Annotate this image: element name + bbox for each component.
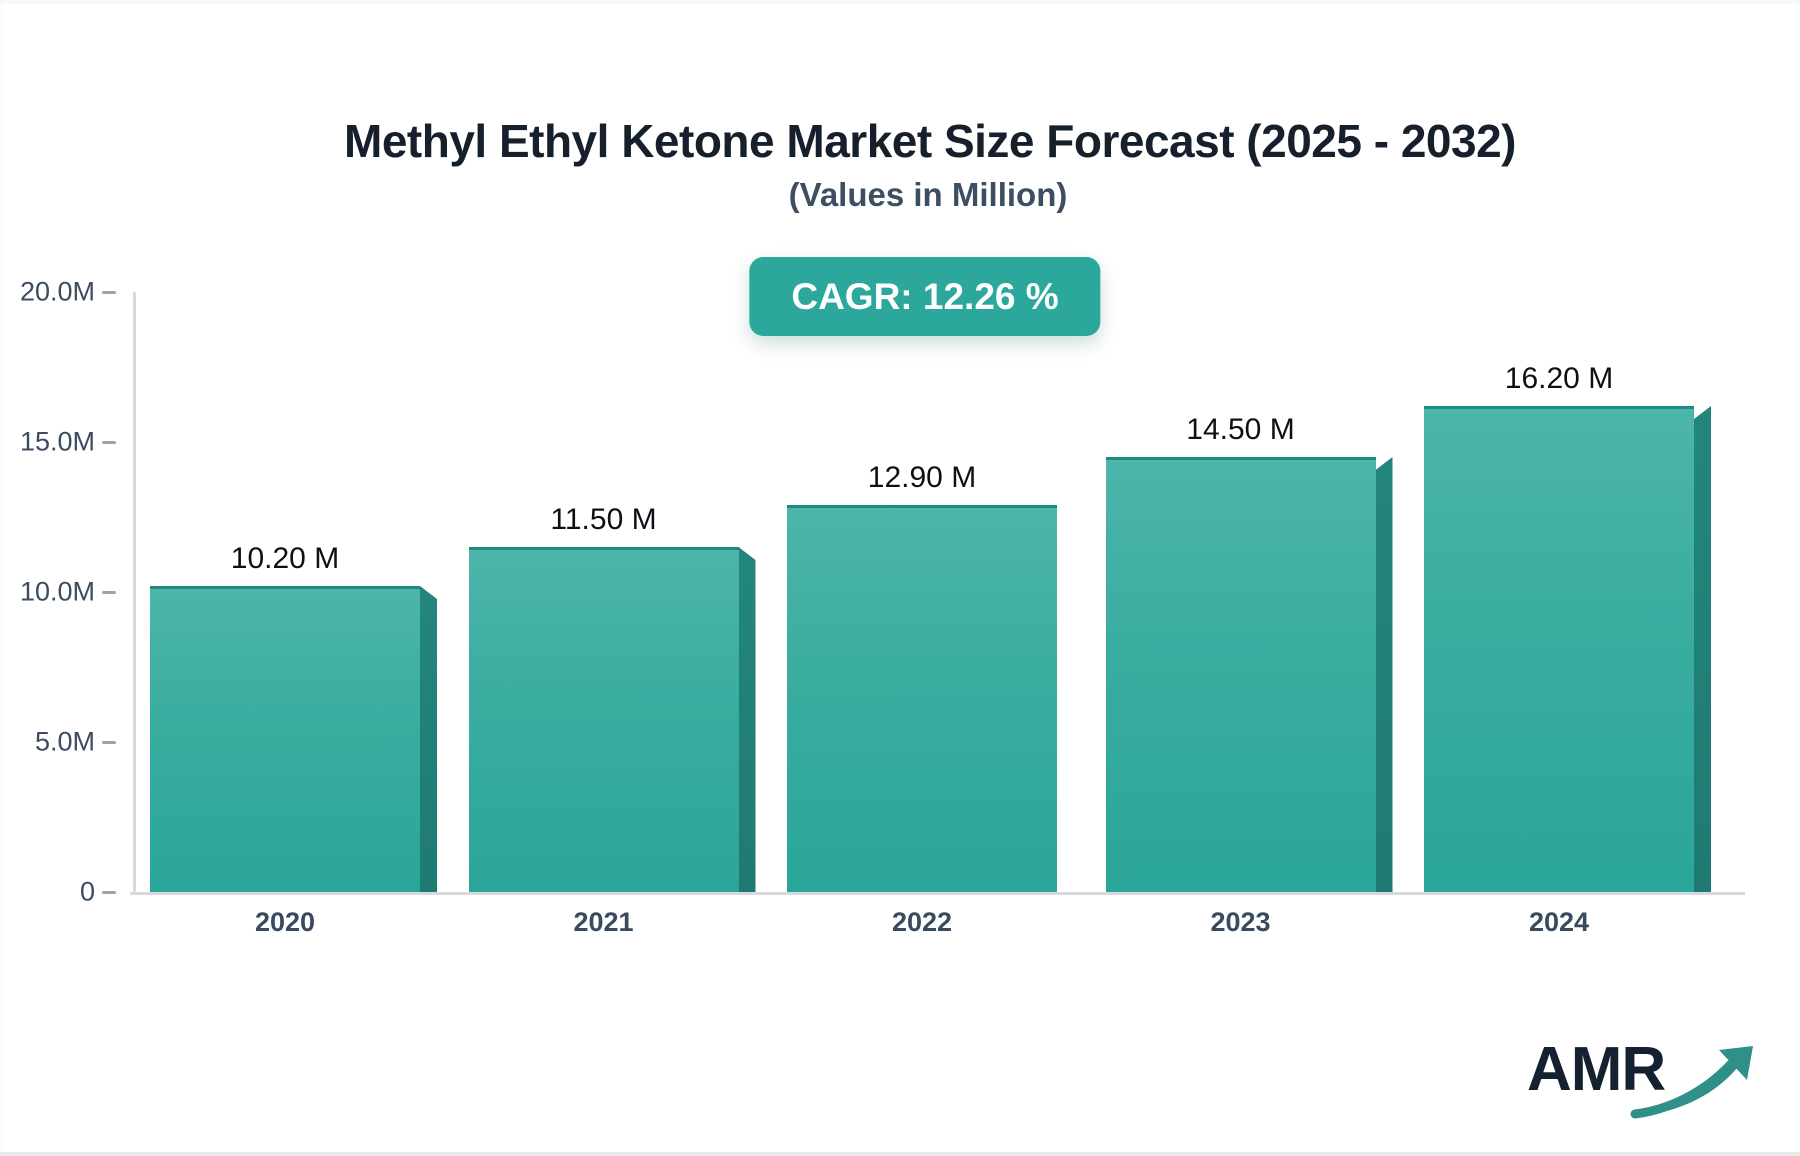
bar-2021: [468, 547, 739, 892]
frame-edge: [0, 1152, 1800, 1156]
bar-value-label: 11.50 M: [550, 503, 657, 536]
frame-edge: [1797, 4, 1800, 1156]
bar-2021-side-face: [738, 547, 756, 892]
chart-subtitle: (Values in Million): [788, 176, 1068, 213]
bar-value-label: 16.20 M: [1504, 362, 1614, 395]
x-axis-label-2023: 2023: [1210, 907, 1271, 937]
bar-2023: [1105, 457, 1376, 892]
frame-edge: [0, 4, 3, 1156]
bar-2024-side-face: [1694, 406, 1711, 892]
amr-logo-text: AMR: [1527, 1035, 1666, 1104]
bar-2020-side-face: [420, 586, 437, 892]
bar-2024: [1424, 406, 1694, 892]
y-axis-tick: [102, 591, 116, 594]
chart-title: Methyl Ethyl Ketone Market Size Forecast…: [344, 115, 1517, 167]
y-axis-tick: [102, 291, 116, 294]
x-axis-label-2022: 2022: [891, 907, 953, 937]
bar-2020: [150, 586, 420, 892]
bar-value-label: 10.20 M: [230, 542, 340, 575]
bar-value-label: 14.50 M: [1186, 413, 1295, 446]
y-axis-tick-label: 5.0M: [34, 726, 95, 757]
bar-2022: [787, 505, 1057, 892]
bar-chart-plot-area: 0 5.0M 10.0M 15.0M 20.0M 10.20 M 2020 11.50 M 20…: [0, 4, 1800, 1156]
y-axis-tick-label: 20.0M: [19, 276, 95, 307]
cagr-badge: CAGR: 12.26 %: [749, 257, 1101, 336]
y-axis-tick: [102, 741, 116, 744]
bar-2023-side-face: [1375, 457, 1393, 892]
bar-value-label: 12.90 M: [867, 461, 977, 494]
x-axis-line: [130, 892, 1745, 895]
y-axis-line: [133, 292, 136, 892]
x-axis-label-2020: 2020: [254, 907, 316, 937]
y-axis-tick: [102, 891, 116, 894]
y-axis-tick-label: 0: [79, 876, 95, 907]
y-axis-tick: [102, 441, 116, 444]
amr-logo: AMR: [1527, 1032, 1757, 1122]
y-axis-tick-label: 15.0M: [19, 426, 95, 457]
x-axis-label-2021: 2021: [573, 907, 634, 937]
x-axis-label-2024: 2024: [1528, 907, 1590, 937]
trend-up-arrow-icon: [1630, 1046, 1753, 1119]
y-axis-tick-label: 10.0M: [19, 576, 95, 607]
